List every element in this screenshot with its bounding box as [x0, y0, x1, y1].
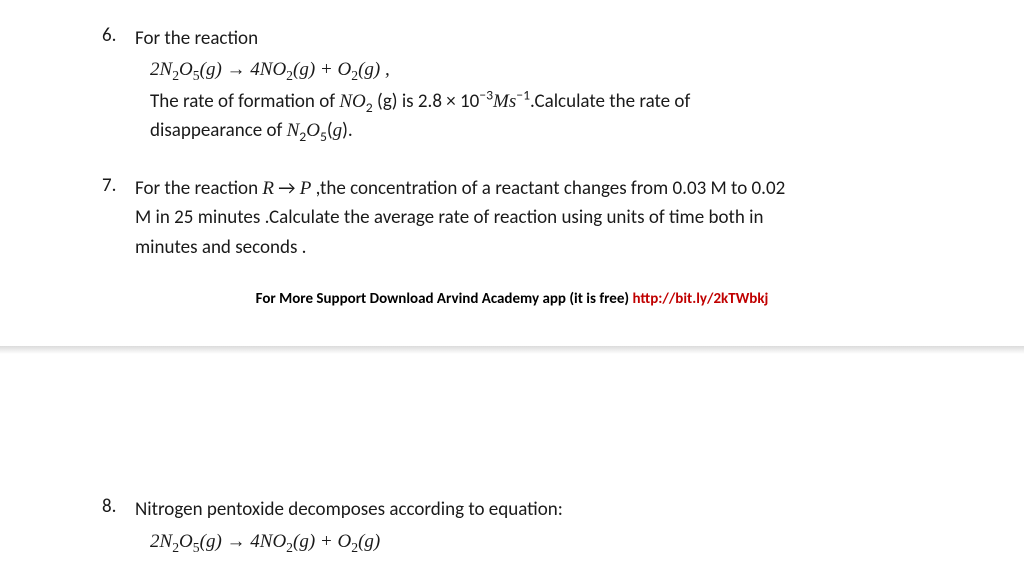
question-number: 7. — [102, 174, 116, 197]
page-divider-shadow — [0, 346, 1024, 354]
question-6: 6. For the reaction 2N2O5(g) → 4NO2(g) +… — [135, 24, 924, 146]
question-8: 8. Nitrogen pentoxide decomposes accordi… — [135, 495, 924, 558]
q6-intro: For the reaction — [135, 24, 924, 53]
q7-line2: M in 25 minutes .Calculate the average r… — [135, 203, 924, 232]
support-prefix: For More Support Download Arvind Academy… — [256, 290, 633, 308]
q8-line1: Nitrogen pentoxide decomposes according … — [135, 495, 924, 524]
q6-line3: The rate of formation of NO2 (g) is 2.8 … — [135, 87, 924, 116]
q7-line1: For the reaction R → P ,the concentratio… — [135, 174, 924, 203]
q7-line3: minutes and seconds . — [135, 233, 924, 262]
q6-line4: disappearance of N2O5(g). — [135, 116, 924, 145]
q8-equation: 2N2O5(g) → 4NO2(g) + O2(g) — [135, 525, 924, 558]
question-body: Nitrogen pentoxide decomposes according … — [135, 495, 924, 558]
support-line: For More Support Download Arvind Academy… — [135, 290, 924, 308]
question-number: 6. — [102, 24, 116, 47]
page-container: 6. For the reaction 2N2O5(g) → 4NO2(g) +… — [0, 0, 1024, 586]
q6-equation: 2N2O5(g) → 4NO2(g) + O2(g) , — [135, 53, 924, 86]
question-7: 7. For the reaction R → P ,the concentra… — [135, 174, 924, 262]
spacer — [135, 330, 924, 495]
support-url[interactable]: http://bit.ly/2kTWbkj — [632, 290, 768, 308]
question-number: 8. — [102, 495, 116, 518]
question-body: For the reaction R → P ,the concentratio… — [135, 174, 924, 262]
question-body: For the reaction 2N2O5(g) → 4NO2(g) + O2… — [135, 24, 924, 146]
